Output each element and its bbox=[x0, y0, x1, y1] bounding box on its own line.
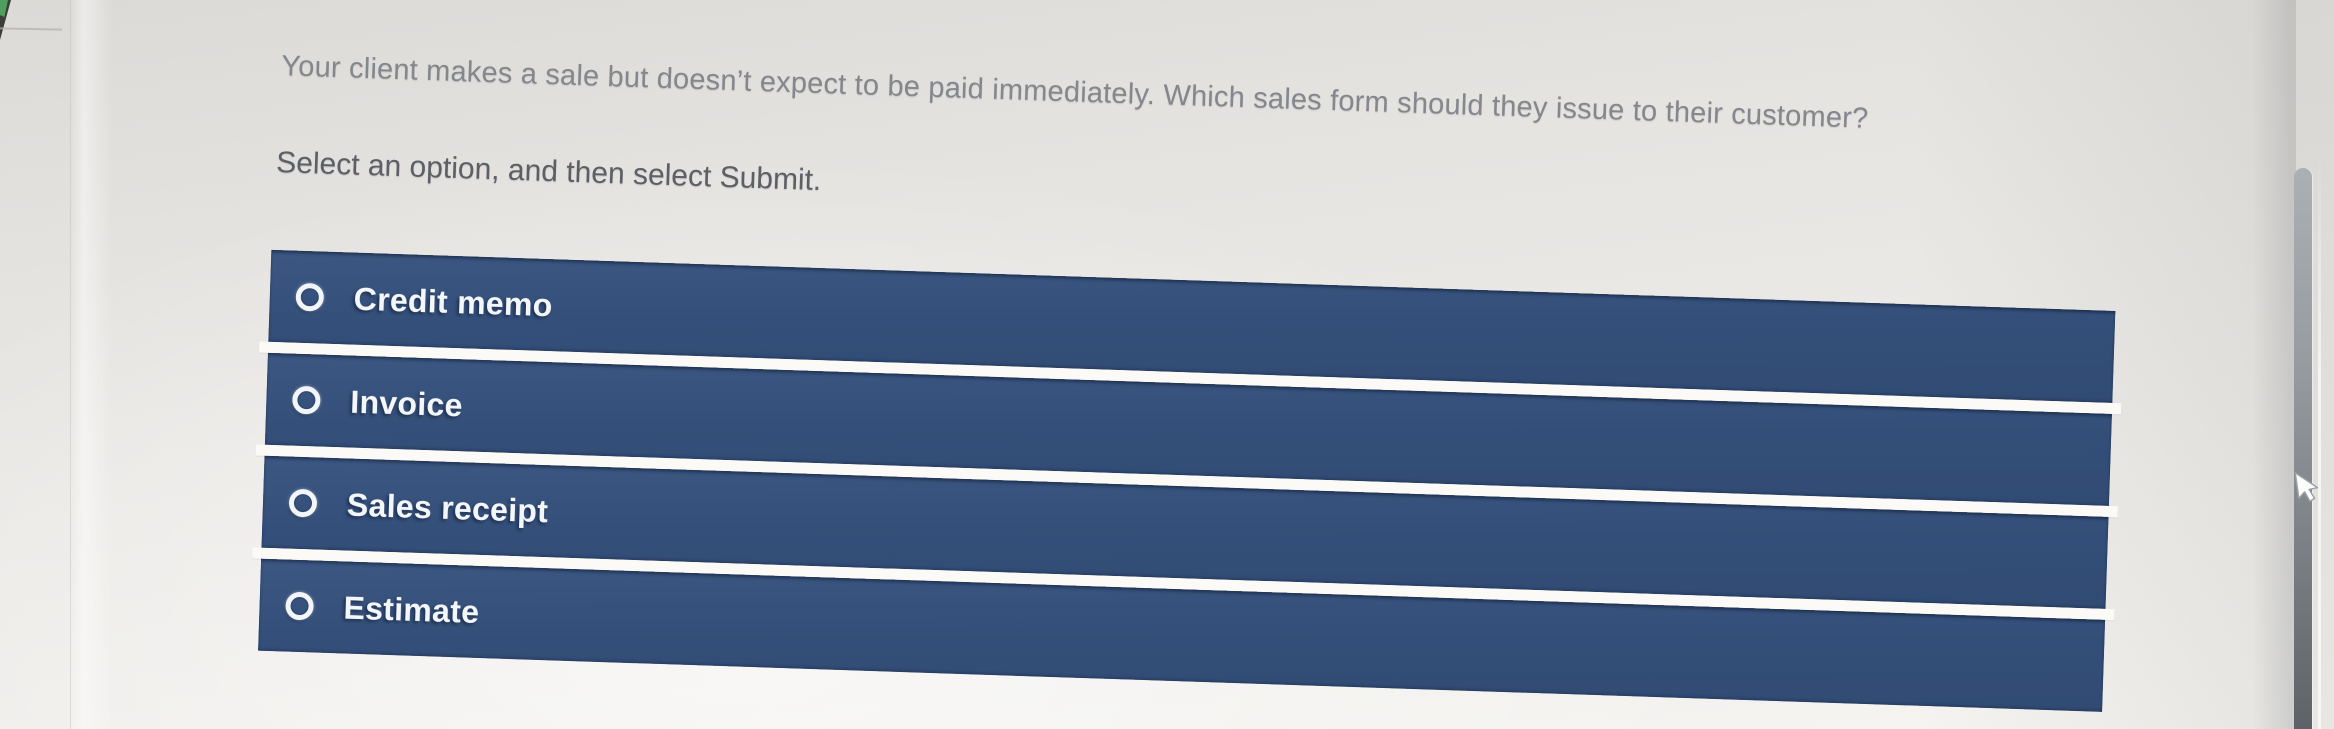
radio-unselected-icon[interactable] bbox=[291, 385, 321, 415]
option-label: Invoice bbox=[349, 383, 464, 423]
radio-unselected-icon[interactable] bbox=[285, 591, 315, 621]
screen-left-seam bbox=[70, 0, 112, 729]
question-instruction: Select an option, and then select Submit… bbox=[275, 146, 822, 198]
photo-edge-green-artifact bbox=[0, 0, 8, 17]
radio-unselected-icon[interactable] bbox=[295, 282, 325, 312]
scrollbar-track bbox=[2318, 150, 2321, 729]
quiz-content: Your client makes a sale but doesn’t exp… bbox=[252, 50, 2127, 712]
option-label: Credit memo bbox=[353, 280, 554, 323]
options-list: Credit memo Invoice Sales receipt Estima… bbox=[252, 249, 2122, 712]
radio-unselected-icon[interactable] bbox=[288, 488, 318, 518]
right-edge-shadow bbox=[2252, 0, 2296, 729]
question-text: Your client makes a sale but doesn’t exp… bbox=[280, 50, 1869, 135]
photo-edge-line bbox=[0, 27, 63, 31]
option-label: Sales receipt bbox=[346, 486, 549, 529]
scrollbar-thumb[interactable] bbox=[2294, 168, 2312, 729]
option-label: Estimate bbox=[342, 588, 480, 630]
photo-edge-artifact bbox=[0, 0, 11, 40]
mouse-cursor-icon bbox=[2293, 468, 2326, 514]
